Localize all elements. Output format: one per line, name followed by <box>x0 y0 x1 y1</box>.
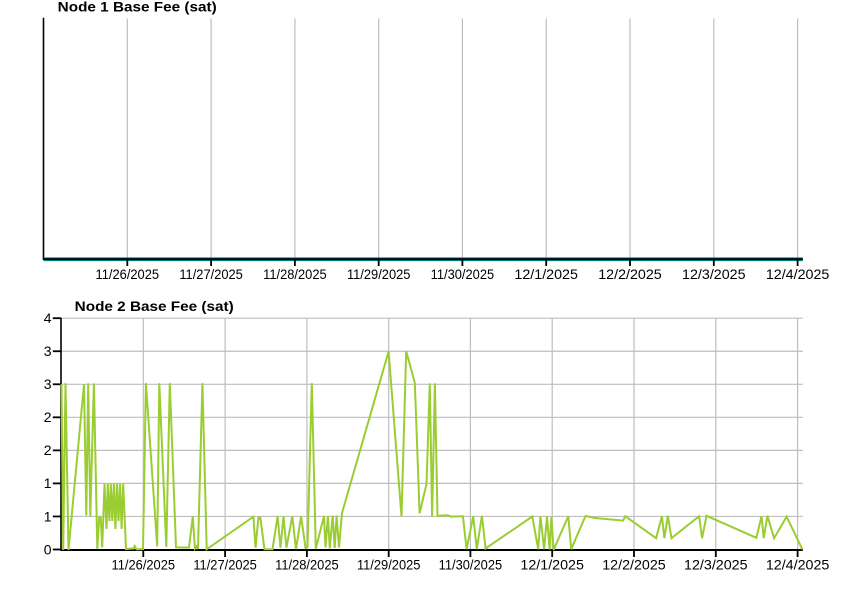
svg-text:2: 2 <box>44 442 52 458</box>
svg-text:11/26/2025: 11/26/2025 <box>96 266 160 282</box>
svg-text:12/1/2025: 12/1/2025 <box>514 266 578 282</box>
svg-text:12/3/2025: 12/3/2025 <box>682 266 746 282</box>
svg-text:3: 3 <box>44 376 52 392</box>
svg-text:4: 4 <box>44 310 52 326</box>
svg-text:11/29/2025: 11/29/2025 <box>347 266 411 282</box>
svg-text:11/30/2025: 11/30/2025 <box>439 557 503 573</box>
svg-text:11/30/2025: 11/30/2025 <box>431 266 495 282</box>
svg-text:12/2/2025: 12/2/2025 <box>602 557 666 573</box>
svg-text:11/26/2025: 11/26/2025 <box>112 557 176 573</box>
svg-text:1: 1 <box>44 508 52 524</box>
svg-text:12/4/2025: 12/4/2025 <box>766 557 830 573</box>
svg-text:12/1/2025: 12/1/2025 <box>520 557 584 573</box>
svg-text:1: 1 <box>44 475 52 491</box>
svg-text:11/29/2025: 11/29/2025 <box>357 557 421 573</box>
svg-text:0: 0 <box>44 541 52 557</box>
svg-text:12/4/2025: 12/4/2025 <box>766 266 830 282</box>
svg-text:2: 2 <box>44 409 52 425</box>
svg-text:3: 3 <box>44 343 52 359</box>
svg-text:11/27/2025: 11/27/2025 <box>179 266 243 282</box>
svg-text:11/28/2025: 11/28/2025 <box>275 557 339 573</box>
svg-text:11/27/2025: 11/27/2025 <box>193 557 257 573</box>
svg-text:Node 1 Base Fee (sat): Node 1 Base Fee (sat) <box>58 0 217 14</box>
svg-text:11/28/2025: 11/28/2025 <box>263 266 327 282</box>
svg-text:12/3/2025: 12/3/2025 <box>684 557 748 573</box>
svg-text:12/2/2025: 12/2/2025 <box>598 266 662 282</box>
svg-text:Node 2 Base Fee (sat): Node 2 Base Fee (sat) <box>75 298 234 314</box>
